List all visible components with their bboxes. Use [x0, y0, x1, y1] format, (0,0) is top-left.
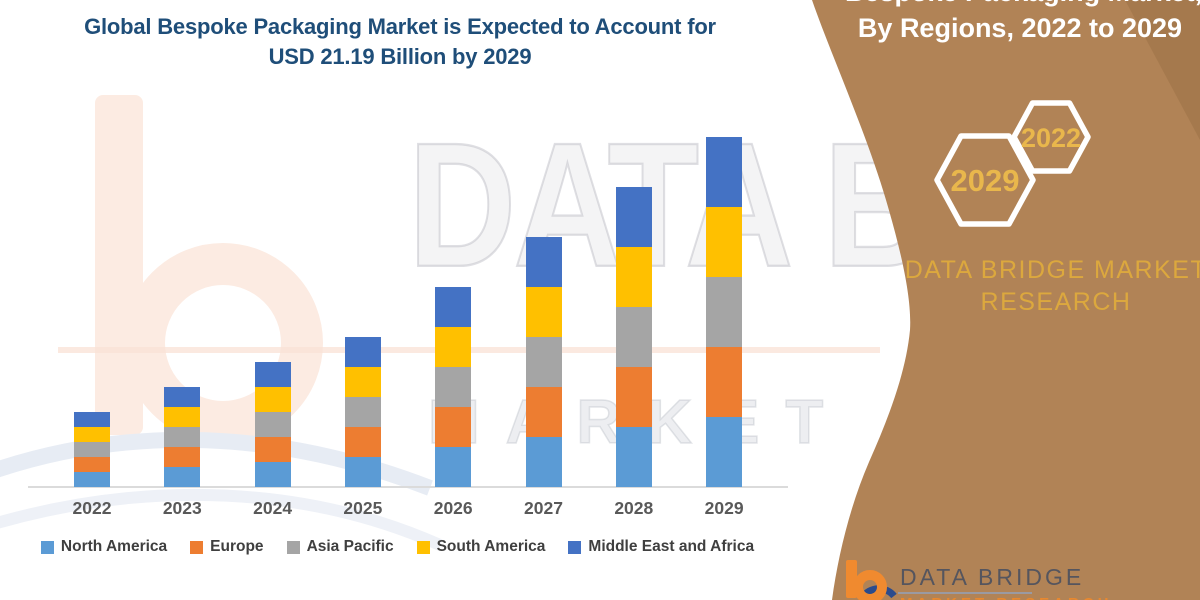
legend-label: Middle East and Africa [588, 538, 755, 555]
bar-segment [344, 367, 381, 397]
sidebar-corner-wedge [1125, 0, 1200, 140]
bar-segment [706, 417, 743, 487]
legend-label: South America [436, 538, 546, 555]
bar-segment [525, 437, 562, 487]
bar-stack-2027 [525, 237, 562, 487]
bar-segment [435, 367, 472, 407]
hex-year-2029: 2029 [950, 163, 1020, 198]
hexagon-2022-icon [1011, 100, 1091, 174]
bar-segment [525, 387, 562, 437]
bar-segment [435, 447, 472, 487]
bar-segment [435, 287, 472, 327]
bar-segment [615, 367, 652, 427]
sidebar-brand: DATA BRIDGE MARKET RESEARCH [900, 254, 1200, 318]
bar-segment [706, 207, 743, 277]
bar-stack-2028 [615, 187, 652, 487]
bar-segment [525, 287, 562, 337]
chart-title: Global Bespoke Packaging Market is Expec… [0, 12, 800, 72]
bar-segment [706, 347, 743, 417]
bar-segment [615, 247, 652, 307]
sidebar-brand-line1: DATA BRIDGE MARKET [904, 256, 1200, 284]
sidebar-brand-line2: RESEARCH [980, 288, 1132, 316]
footer-logo-brand: DATA BRIDGE [900, 564, 1085, 590]
sidebar-panel-shape [812, 0, 1200, 600]
chart-title-line2: USD 21.19 Billion by 2029 [268, 44, 532, 69]
sidebar-heading: By Regions, 2022 to 2029 [857, 13, 1183, 43]
bar-segment [615, 427, 652, 487]
footer-logo: DATA BRIDGE MARKET RESEARCH [840, 556, 1200, 600]
hex-year-2022: 2022 [1020, 123, 1082, 153]
bar-segment [706, 277, 743, 347]
plot-area: 2022 2023 2024 2025 2026 2027 2028 2029 [28, 137, 788, 518]
footer-logo-b-icon [846, 560, 897, 600]
x-tick-label: 2028 [614, 498, 654, 518]
hexagon-2029-icon [934, 133, 1036, 227]
bar-stack-2029 [706, 137, 743, 487]
x-tick-label: 2029 [704, 498, 744, 518]
bar-segment [525, 237, 562, 287]
legend-swatch-icon [568, 540, 582, 554]
bar-segment [435, 407, 472, 447]
bar-segment [525, 337, 562, 387]
footer-logo-sub-clipped: MARKET RESEARCH [900, 595, 1113, 600]
x-tick-label: 2026 [433, 498, 473, 518]
chart-title-line1: Global Bespoke Packaging Market is Expec… [84, 14, 716, 39]
bar-segment [706, 137, 743, 207]
bar-segment [615, 187, 652, 247]
bar-segment [344, 397, 381, 427]
bar-segment [615, 307, 652, 367]
x-tick-label: 2027 [524, 498, 563, 518]
legend-item: Middle East and Africa [568, 538, 754, 556]
footer-logo-underline [898, 592, 1032, 594]
sidebar-heading-clipped: Bespoke Packaging Market, [845, 0, 1200, 8]
